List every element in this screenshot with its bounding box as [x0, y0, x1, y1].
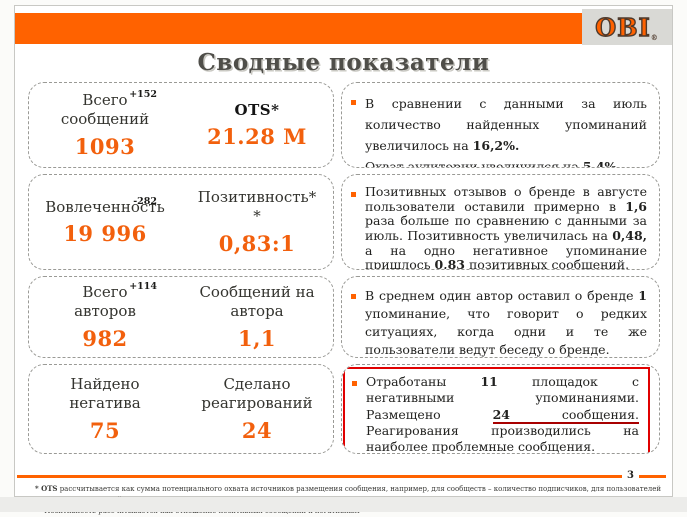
note-inner: В среднем один автор оставил о бренде 1 … — [342, 277, 659, 357]
metric-value: 21.28 M — [207, 124, 307, 150]
metric-label: Сделано реагирований — [201, 375, 313, 412]
note-text: В среднем один автор оставил о бренде 1 … — [365, 288, 651, 358]
metric-label: Вовлеченность — [45, 197, 165, 216]
summary-row-negative: Найдено негатива 75 Сделано реагирований… — [28, 364, 660, 454]
slide: OBI® Сводные показатели +152 Всего сообщ… — [14, 5, 673, 515]
metrics-box: +152 Всего сообщений 1093 OTS* 21.28 M — [28, 82, 334, 168]
metric-label: Всего сообщений — [60, 91, 150, 128]
metric-messages-per-author: Сообщений на автора 1,1 — [181, 281, 333, 353]
bullet-icon — [351, 100, 356, 105]
note-box: Позитивных отзывов о бренде в августе по… — [341, 174, 660, 270]
obi-logo-box: OBI® — [582, 9, 672, 45]
metric-positivity: Позитивность* * 0,83:1 — [181, 186, 333, 258]
registered-mark: ® — [650, 32, 659, 42]
metric-label: Найдено негатива — [69, 375, 141, 412]
note-text: Отработаны 11 площадок с негативными упо… — [366, 374, 643, 454]
note-inner: Позитивных отзывов о бренде в августе по… — [342, 175, 659, 269]
obi-logo: OBI® — [595, 12, 659, 42]
metric-value: 1093 — [74, 133, 136, 159]
metric-value: 75 — [89, 417, 121, 443]
metric-label: OTS* — [234, 100, 280, 119]
note-box: В сравнении с данными за июль количество… — [341, 82, 660, 168]
bullet-icon — [351, 294, 356, 299]
metric-value: 24 — [241, 417, 273, 443]
metric-delta: +114 — [129, 281, 157, 293]
header-orange-bar — [15, 13, 582, 44]
metric-value: 1,1 — [237, 325, 277, 351]
summary-row-authors: +114 Всего авторов 982 Сообщений на авто… — [28, 276, 660, 358]
metric-total-messages: +152 Всего сообщений 1093 — [29, 89, 181, 161]
slide-header: OBI® — [15, 9, 672, 45]
metric-engagement: -282 Вовлеченность 19 996 — [29, 196, 181, 249]
bullet-icon — [351, 192, 356, 197]
highlight-frame: Отработаны 11 площадок с негативными упо… — [343, 367, 650, 454]
metrics-box: +114 Всего авторов 982 Сообщений на авто… — [28, 276, 334, 358]
bullet-icon — [352, 381, 357, 386]
metric-label: Всего авторов — [74, 283, 136, 320]
metrics-box: -282 Вовлеченность 19 996 Позитивность* … — [28, 174, 334, 270]
metric-delta: -282 — [133, 195, 157, 207]
footer-orange-line-short — [639, 474, 666, 478]
footer-divider: 3 — [17, 471, 666, 481]
page-title: Сводные показатели — [197, 49, 490, 76]
note-inner: В сравнении с данными за июль количество… — [342, 83, 659, 167]
metric-ots: OTS* 21.28 M — [181, 99, 333, 152]
summary-rows: +152 Всего сообщений 1093 OTS* 21.28 M В… — [28, 82, 660, 454]
summary-row-messages: +152 Всего сообщений 1093 OTS* 21.28 M В… — [28, 82, 660, 168]
note-box: В среднем один автор оставил о бренде 1 … — [341, 276, 660, 358]
bottom-gray-band — [0, 497, 687, 512]
page-number: 3 — [627, 470, 634, 481]
note-text: Позитивных отзывов о бренде в августе по… — [365, 184, 651, 270]
metric-value: 982 — [82, 325, 128, 351]
metric-value: 0,83:1 — [218, 230, 296, 256]
metric-label: Позитивность* * — [197, 188, 317, 225]
metric-delta: +152 — [129, 89, 157, 101]
metric-reactions-made: Сделано реагирований 24 — [181, 373, 333, 445]
metric-negative-found: Найдено негатива 75 — [29, 373, 181, 445]
summary-row-engagement: -282 Вовлеченность 19 996 Позитивность* … — [28, 174, 660, 270]
note-box-highlighted: Отработаны 11 площадок с негативными упо… — [341, 364, 660, 454]
metric-value: 19 996 — [63, 221, 147, 247]
footer-orange-line — [17, 474, 623, 478]
note-text: В сравнении с данными за июль количество… — [365, 96, 651, 168]
metric-total-authors: +114 Всего авторов 982 — [29, 281, 181, 353]
metrics-box: Найдено негатива 75 Сделано реагирований… — [28, 364, 334, 454]
metric-label: Сообщений на автора — [199, 283, 315, 320]
